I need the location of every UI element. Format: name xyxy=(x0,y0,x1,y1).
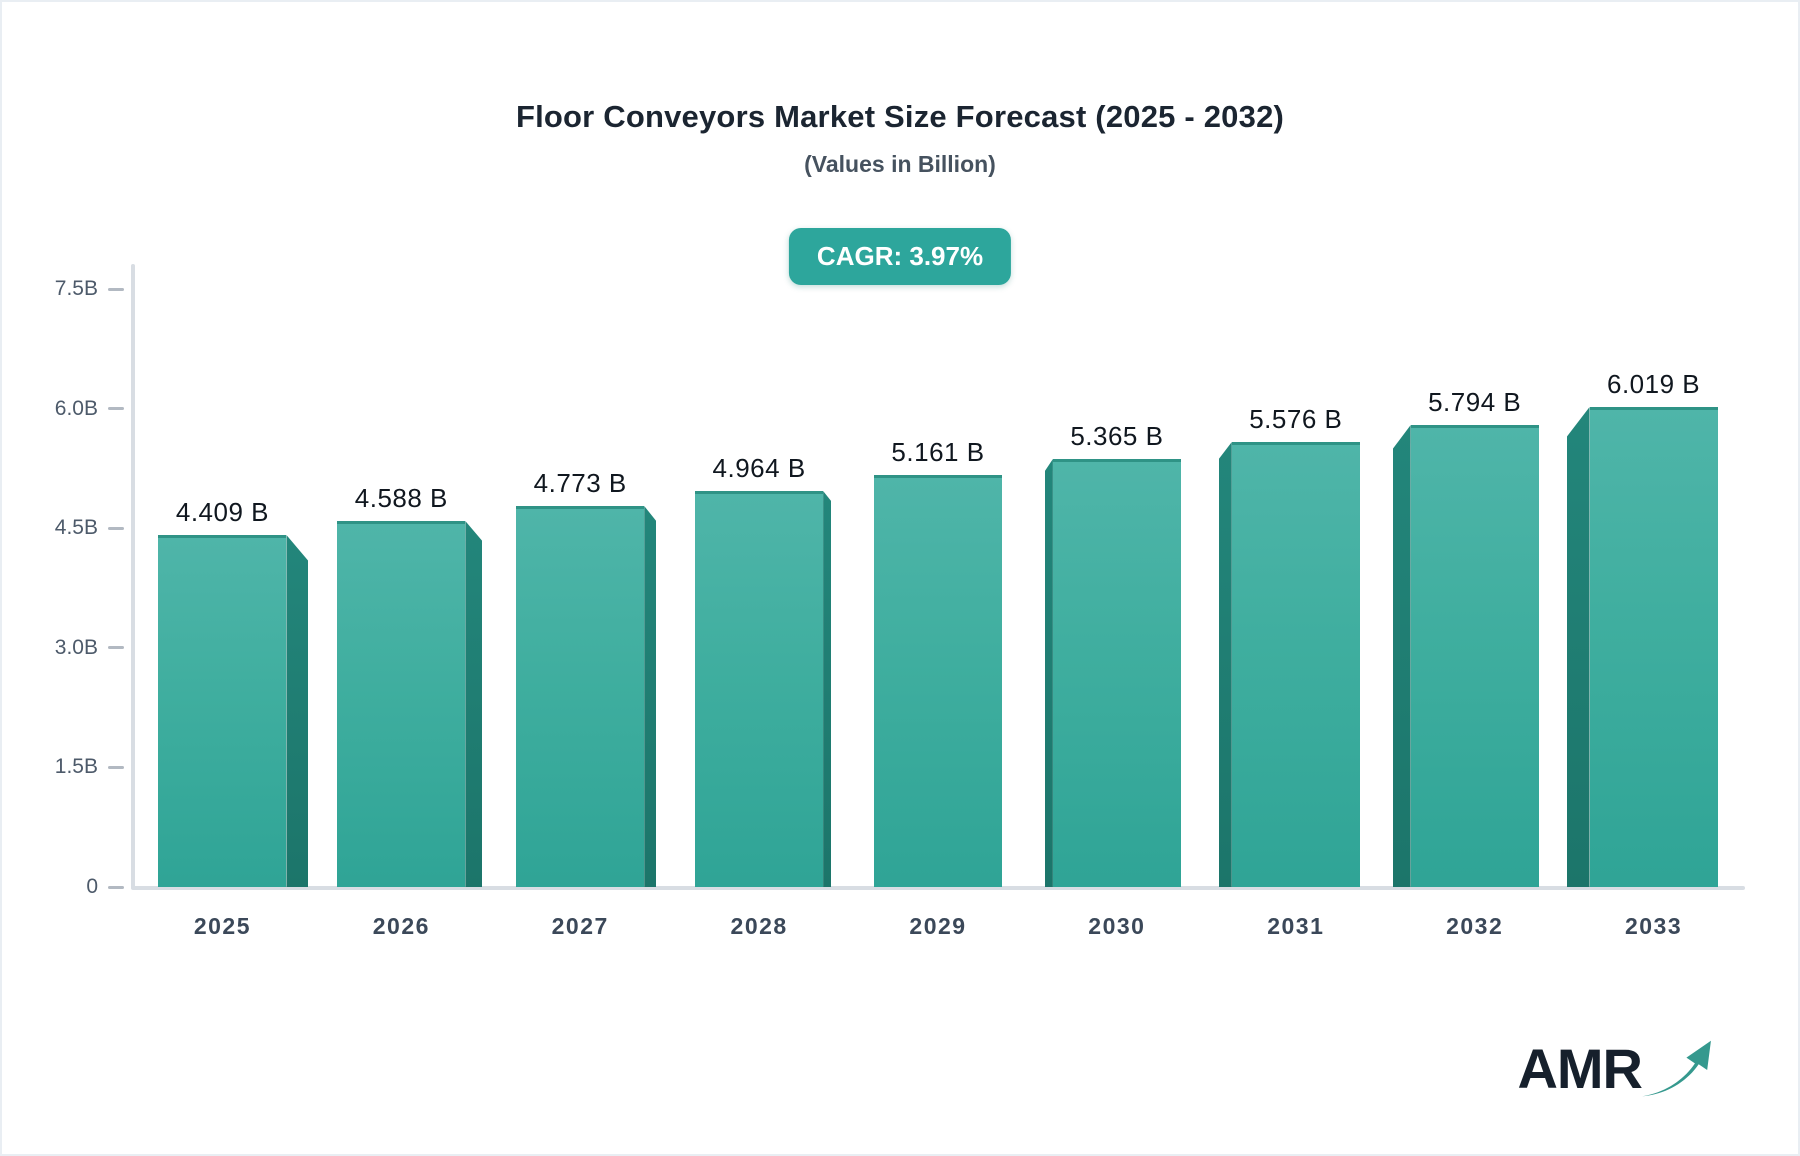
bar-column: 4.409 B 2025 xyxy=(133,289,312,939)
y-tick-dash xyxy=(108,765,124,769)
bar-side-3d xyxy=(644,506,657,887)
y-tick-label: 4.5B xyxy=(54,516,98,540)
bar-side-3d xyxy=(1392,425,1411,887)
bar-side-3d xyxy=(1044,459,1053,887)
y-axis-line xyxy=(131,264,135,889)
bar-value-label: 4.773 B xyxy=(533,468,627,498)
y-tick-label: 0 xyxy=(86,875,98,898)
bar-2026[interactable]: 4.588 B xyxy=(337,483,483,887)
bar-value-label: 4.964 B xyxy=(712,453,806,483)
x-axis-label: 2031 xyxy=(1267,913,1325,939)
amr-logo-text: AMR xyxy=(1517,1036,1643,1100)
y-tick-dash xyxy=(108,646,124,650)
bar-column: 5.576 B 2031 xyxy=(1206,289,1385,939)
x-axis-label: 2032 xyxy=(1446,913,1504,939)
page-subtitle: (Values in Billion) xyxy=(804,151,996,177)
x-axis-label: 2033 xyxy=(1624,913,1683,939)
bar-side-3d xyxy=(465,521,483,887)
x-axis-label: 2029 xyxy=(909,913,967,939)
x-axis-label: 2030 xyxy=(1088,913,1146,939)
growth-arrow-icon xyxy=(1638,1036,1716,1107)
bar-column: 4.773 B 2027 xyxy=(491,289,670,939)
y-tick-dash xyxy=(108,287,124,291)
y-tick-label: 3.0B xyxy=(54,635,98,659)
y-tick-label: 7.5B xyxy=(54,277,98,300)
bar-2029[interactable]: 5.161 B xyxy=(874,437,1002,887)
bar-2027[interactable]: 4.773 B xyxy=(516,468,657,887)
bar-2033[interactable]: 6.019 B xyxy=(1566,369,1718,887)
x-axis-line xyxy=(131,886,1745,890)
bar-2030[interactable]: 5.365 B xyxy=(1044,421,1181,887)
y-tick-dash xyxy=(108,885,124,889)
x-axis-label: 2027 xyxy=(551,913,609,939)
bar-value-label: 6.019 B xyxy=(1606,369,1701,399)
bar-chart-plot-area: 4.409 B 2025 4.588 B 2026 4.773 B 2027 4.964 B… xyxy=(133,289,1743,939)
bar-value-label: 5.794 B xyxy=(1428,387,1522,417)
amr-logo: AMR xyxy=(1517,1030,1716,1107)
bar-column: 4.964 B 2028 xyxy=(670,289,849,939)
bar-2031[interactable]: 5.576 B xyxy=(1218,404,1360,887)
bar-column: 5.794 B 2032 xyxy=(1385,289,1564,939)
bar-value-label: 4.409 B xyxy=(175,497,270,527)
bar-side-3d xyxy=(823,491,832,887)
bar-value-label: 5.365 B xyxy=(1070,421,1164,451)
bar-value-label: 4.588 B xyxy=(354,483,448,513)
y-tick-label: 6.0B xyxy=(54,396,98,420)
y-tick-label: 1.5B xyxy=(54,755,98,779)
bar-column: 5.365 B 2030 xyxy=(1027,289,1206,939)
bar-column: 5.161 B 2029 xyxy=(849,289,1028,939)
bar-value-label: 5.161 B xyxy=(891,437,985,467)
page-title: Floor Conveyors Market Size Forecast (20… xyxy=(515,99,1285,134)
bar-value-label: 5.576 B xyxy=(1249,404,1343,434)
bar-column: 4.588 B 2026 xyxy=(312,289,491,939)
bar-side-3d xyxy=(286,535,309,887)
bar-2028[interactable]: 4.964 B xyxy=(695,453,832,887)
cagr-badge: CAGR: 3.97% xyxy=(788,228,1012,285)
x-axis-label: 2026 xyxy=(372,913,430,939)
x-axis-label: 2025 xyxy=(193,913,252,939)
bar-side-3d xyxy=(1566,407,1590,887)
bar-2032[interactable]: 5.794 B xyxy=(1392,387,1539,887)
x-axis-label: 2028 xyxy=(730,913,788,939)
bar-side-3d xyxy=(1218,442,1232,887)
bar-column: 6.019 B 2033 xyxy=(1564,289,1743,939)
y-tick-dash xyxy=(108,526,124,530)
bar-2025[interactable]: 4.409 B xyxy=(158,497,309,887)
y-tick-dash xyxy=(108,407,124,411)
